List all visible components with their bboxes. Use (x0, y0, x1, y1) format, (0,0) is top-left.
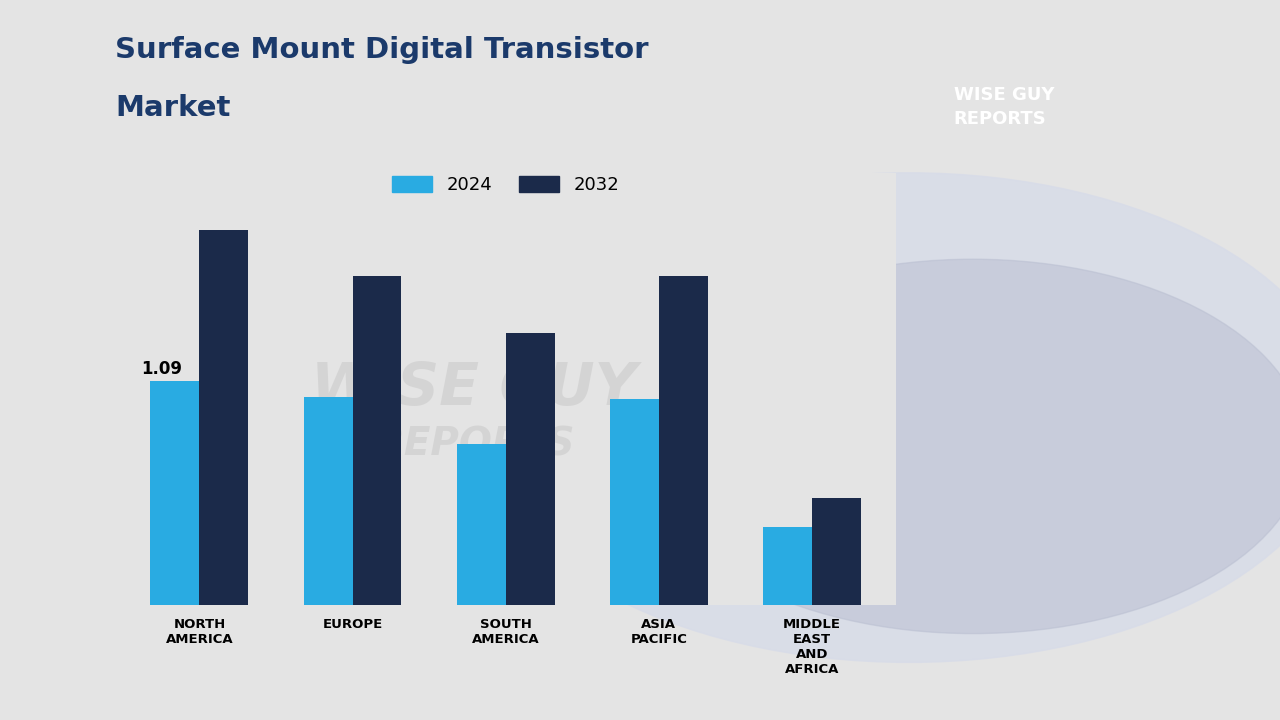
Bar (609, 399, 659, 605)
Bar (200, 230, 248, 605)
Bar (457, 444, 506, 605)
Bar (763, 526, 812, 605)
Text: WISE GUY
REPORTS: WISE GUY REPORTS (954, 86, 1055, 128)
Circle shape (474, 173, 1280, 662)
Text: REPORTS: REPORTS (374, 426, 575, 464)
Text: Surface Mount Digital Transistor: Surface Mount Digital Transistor (115, 36, 649, 64)
Text: 1.09: 1.09 (141, 361, 182, 379)
Circle shape (640, 259, 1280, 634)
Bar (506, 333, 554, 605)
Legend: 2024, 2032: 2024, 2032 (385, 169, 626, 202)
Bar (812, 498, 860, 605)
Text: Market: Market (115, 94, 230, 122)
Bar (303, 397, 352, 605)
Bar (352, 276, 402, 605)
Text: WISE GUY: WISE GUY (311, 360, 637, 418)
Bar (151, 381, 200, 605)
Bar (659, 276, 708, 605)
